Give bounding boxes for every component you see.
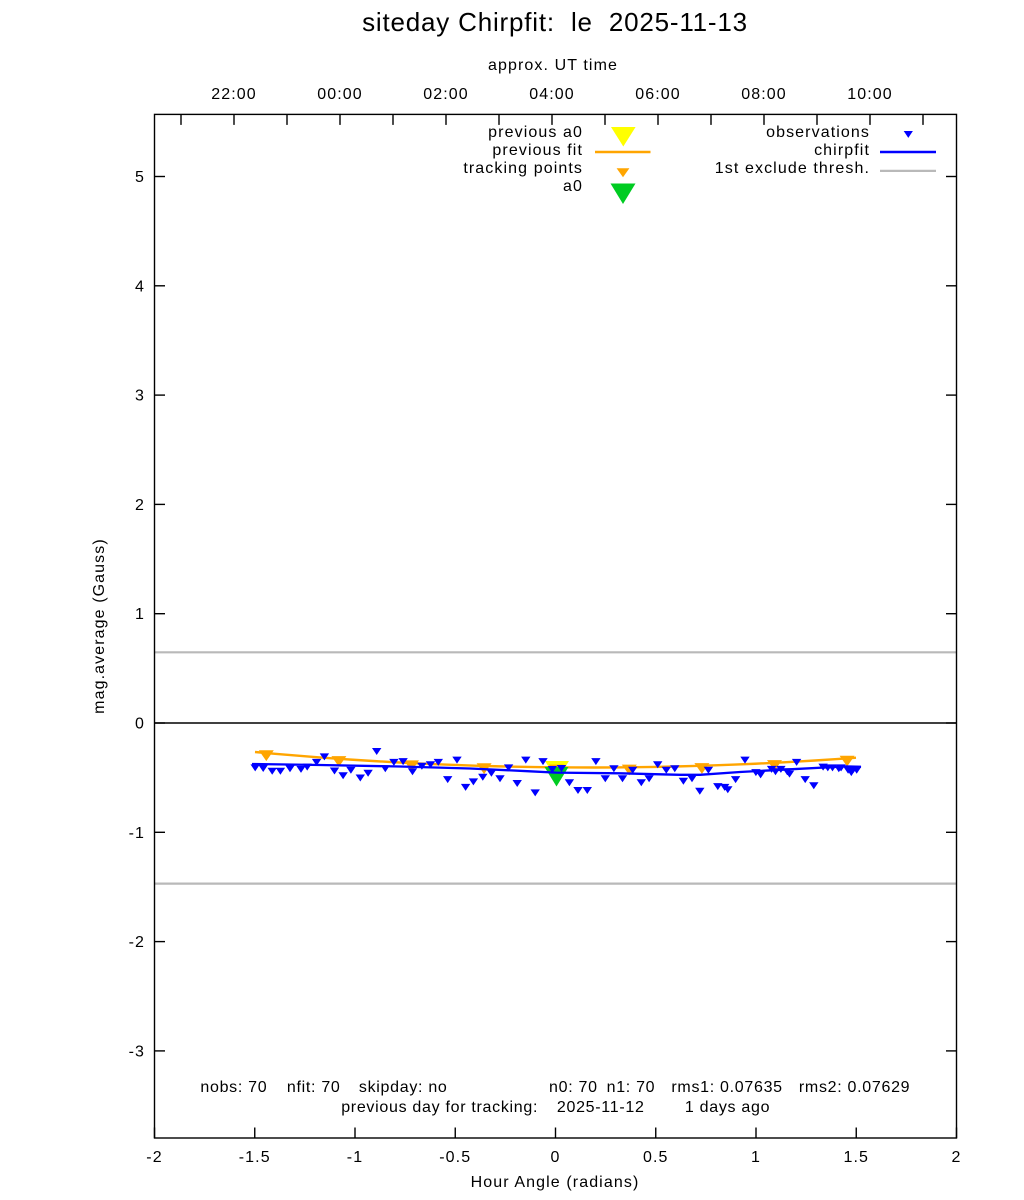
svg-text:Hour Angle (radians): Hour Angle (radians) [471, 1174, 640, 1191]
svg-text:chirpfit: chirpfit [814, 142, 870, 159]
svg-text:nobs: 70: nobs: 70 [200, 1079, 267, 1096]
svg-text:rms1: 0.07635: rms1: 0.07635 [671, 1079, 782, 1096]
svg-text:22:00: 22:00 [211, 86, 257, 103]
svg-text:n0: 70: n0: 70 [549, 1079, 598, 1096]
svg-text:n1: 70: n1: 70 [607, 1079, 656, 1096]
svg-text:1: 1 [135, 606, 145, 623]
svg-text:1 days ago: 1 days ago [685, 1099, 770, 1116]
svg-text:2025-11-12: 2025-11-12 [557, 1099, 645, 1116]
svg-text:0: 0 [551, 1149, 561, 1166]
svg-text:1: 1 [751, 1149, 761, 1166]
svg-text:a0: a0 [563, 178, 583, 195]
svg-text:-2: -2 [146, 1149, 162, 1166]
svg-text:1.5: 1.5 [843, 1149, 869, 1166]
svg-text:06:00: 06:00 [635, 86, 681, 103]
svg-text:3: 3 [135, 388, 145, 405]
svg-text:rms2: 0.07629: rms2: 0.07629 [799, 1079, 910, 1096]
svg-text:previous a0: previous a0 [488, 124, 583, 141]
svg-text:-1.5: -1.5 [239, 1149, 271, 1166]
svg-text:08:00: 08:00 [741, 86, 787, 103]
svg-text:04:00: 04:00 [529, 86, 575, 103]
svg-text:observations: observations [766, 124, 870, 141]
svg-text:0.5: 0.5 [643, 1149, 669, 1166]
svg-text:-2: -2 [129, 934, 145, 951]
svg-text:previous fit: previous fit [492, 142, 583, 159]
svg-text:10:00: 10:00 [847, 86, 893, 103]
svg-text:2: 2 [952, 1149, 962, 1166]
svg-text:1st exclude thresh.: 1st exclude thresh. [715, 160, 870, 177]
svg-text:-1: -1 [347, 1149, 363, 1166]
svg-text:-3: -3 [129, 1043, 145, 1060]
svg-text:02:00: 02:00 [423, 86, 469, 103]
svg-text:-0.5: -0.5 [439, 1149, 471, 1166]
svg-text:approx. UT time: approx. UT time [488, 57, 618, 74]
svg-text:skipday: no: skipday: no [359, 1079, 448, 1096]
svg-text:5: 5 [135, 169, 145, 186]
svg-text:nfit: 70: nfit: 70 [287, 1079, 341, 1096]
svg-text:tracking points: tracking points [463, 160, 583, 177]
svg-text:previous day for tracking:: previous day for tracking: [341, 1099, 538, 1116]
svg-text:2: 2 [135, 497, 145, 514]
svg-text:4: 4 [135, 278, 145, 295]
svg-text:0: 0 [135, 716, 145, 733]
svg-text:siteday Chirpfit: le 2025-11: siteday Chirpfit: le 2025-11-13 [362, 7, 748, 37]
svg-text:mag.average (Gauss): mag.average (Gauss) [91, 538, 108, 714]
svg-text:00:00: 00:00 [317, 86, 363, 103]
svg-text:-1: -1 [129, 825, 145, 842]
